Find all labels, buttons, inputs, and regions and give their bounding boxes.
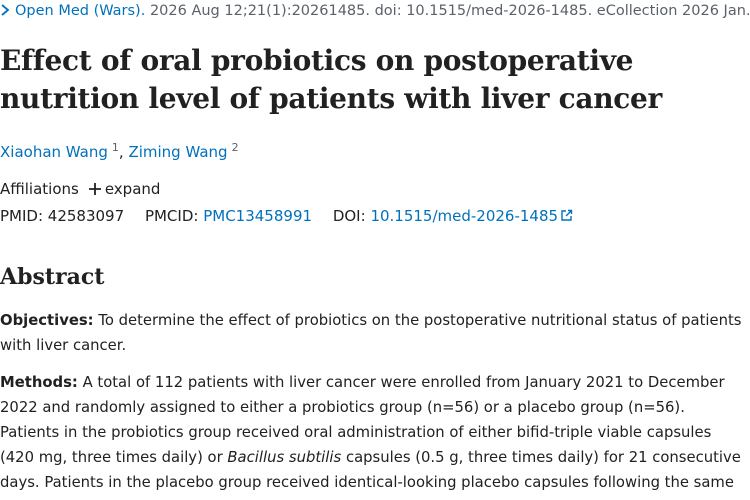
- identifiers: PMID: 42583097 PMCID: PMC13458991 DOI: 1…: [0, 207, 573, 225]
- methods-text: capsules (0.5 g, three times daily) for …: [0, 449, 741, 491]
- plus-icon[interactable]: [88, 183, 101, 195]
- authors: Xiaohan Wang 1, Ziming Wang 2: [0, 141, 239, 161]
- doi-link[interactable]: 10.1515/med-2026-1485: [370, 207, 559, 225]
- affiliations: Affiliations expand: [0, 180, 160, 198]
- species-name: Bacillus subtilis: [227, 449, 342, 466]
- objectives: Objectives: To determine the effect of p…: [0, 308, 748, 358]
- separator: ,: [118, 143, 124, 161]
- methods-label: Methods:: [0, 374, 78, 391]
- affiliation-ref[interactable]: 1: [111, 141, 119, 154]
- citation: Open Med (Wars). 2026 Aug 12;21(1):20261…: [0, 3, 750, 19]
- objectives-label: Objectives:: [0, 312, 94, 329]
- affiliations-label: Affiliations: [0, 180, 79, 198]
- pmcid-link[interactable]: PMC13458991: [203, 207, 313, 225]
- objectives-text: To determine the effect of probiotics on…: [0, 312, 742, 354]
- article-title: Effect of oral probiotics on postoperati…: [0, 44, 662, 115]
- pmid-label: PMID:: [0, 207, 44, 225]
- pmcid-label: PMCID:: [144, 207, 199, 225]
- doi-label: DOI:: [332, 207, 366, 225]
- external-link-icon[interactable]: [560, 209, 573, 222]
- author-link[interactable]: Ziming Wang: [128, 143, 228, 161]
- affiliation-ref[interactable]: 2: [231, 141, 239, 154]
- author-link[interactable]: Xiaohan Wang: [0, 143, 108, 161]
- expand-toggle[interactable]: expand: [104, 180, 161, 198]
- chevron-icon: [1, 4, 10, 16]
- abstract-heading: Abstract: [0, 264, 105, 290]
- methods-text: A total of 112 patients with liver cance…: [0, 374, 725, 466]
- journal-link[interactable]: Open Med (Wars).: [15, 3, 146, 19]
- pmid: 42583097: [47, 207, 125, 225]
- citation-details: 2026 Aug 12;21(1):20261485. doi: 10.1515…: [149, 3, 750, 19]
- methods: Methods: A total of 112 patients with li…: [0, 370, 748, 495]
